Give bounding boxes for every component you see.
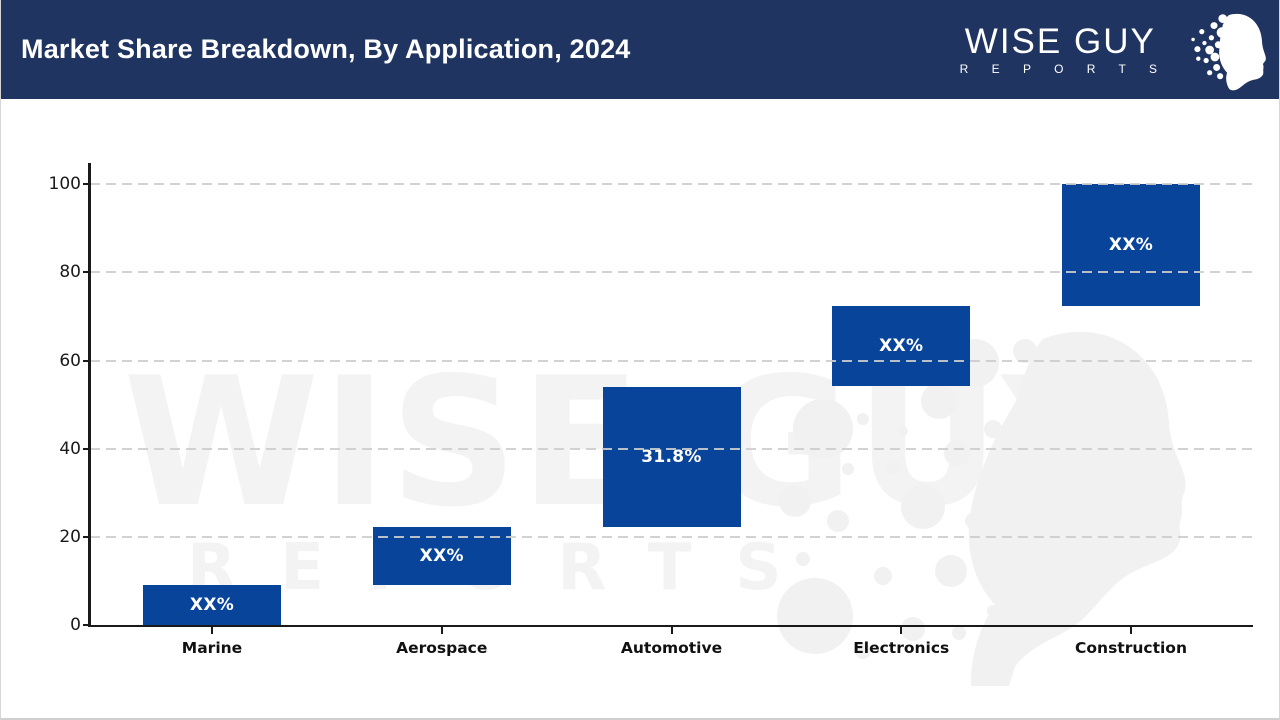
head-watermark	[777, 331, 1186, 686]
y-tick-label-100: 100	[48, 174, 81, 195]
bar-marine: XX%	[143, 585, 281, 625]
brand-subname: R E P O R T S	[959, 62, 1167, 76]
brand-logo: WISE GUY R E P O R T S	[954, 0, 1269, 99]
y-tick-label-60: 60	[59, 350, 81, 371]
y-axis-line	[88, 163, 91, 627]
gridline-80	[90, 271, 1253, 274]
y-tick-label-0: 0	[70, 615, 81, 635]
page-title: Market Share Breakdown, By Application, …	[21, 34, 631, 64]
bar-electronics: XX%	[832, 305, 971, 387]
x-axis-line	[88, 624, 1253, 627]
x-category-label-aerospace: Aerospace	[396, 639, 488, 657]
y-tick-label-40: 40	[59, 438, 81, 459]
y-tick-mark-20	[83, 535, 90, 538]
y-tick-mark-60	[83, 359, 90, 362]
x-tick-mark-construction	[1130, 627, 1132, 634]
brand-name: WISE GUY	[964, 22, 1156, 61]
bar-value-label-marine: XX%	[189, 595, 235, 616]
bar-value-label-aerospace: XX%	[419, 546, 464, 567]
gridline-60	[90, 359, 1253, 362]
x-category-label-marine: Marine	[181, 639, 243, 657]
x-tick-mark-aerospace	[440, 627, 443, 634]
bar-automotive: 31.8%	[602, 386, 741, 527]
x-category-label-electronics: Electronics	[853, 639, 950, 657]
bar-value-label-construction: XX%	[1108, 235, 1154, 256]
y-tick-label-20: 20	[59, 526, 81, 547]
gridline-100	[90, 183, 1253, 186]
bar-construction: XX%	[1062, 184, 1200, 307]
head-logo-icon	[1191, 13, 1266, 90]
y-tick-mark-80	[83, 271, 90, 274]
brand-logo-text: WISE GUY R E P O R T S	[954, 24, 1167, 75]
gridline-20	[90, 535, 1253, 538]
y-tick-mark-40	[83, 447, 90, 450]
header-band: Market Share Breakdown, By Application, …	[1, 0, 1279, 99]
x-tick-mark-automotive	[670, 627, 673, 634]
x-category-label-construction: Construction	[1075, 639, 1187, 657]
y-tick-mark-0	[83, 624, 90, 626]
gridline-40	[90, 447, 1253, 450]
x-tick-mark-marine	[211, 627, 213, 634]
bar-value-label-electronics: XX%	[879, 336, 924, 357]
y-tick-mark-100	[83, 183, 90, 186]
x-tick-mark-electronics	[900, 627, 903, 634]
y-tick-label-80: 80	[59, 262, 81, 283]
bar-value-label-automotive: 31.8%	[641, 446, 702, 467]
x-category-label-automotive: Automotive	[620, 639, 723, 657]
